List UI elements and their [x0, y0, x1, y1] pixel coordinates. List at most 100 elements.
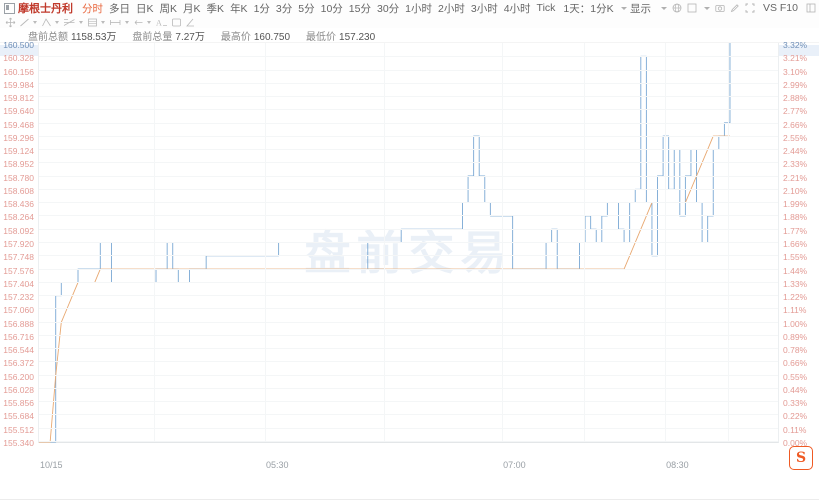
period-button-16[interactable]: 4小时: [503, 2, 531, 15]
x-axis-tick: 05:30: [266, 460, 289, 470]
info-item-0: 盘前总额 1158.53万: [28, 28, 116, 43]
gridline-vertical: [583, 43, 585, 442]
y-axis-right-tick: 3.21%: [783, 53, 808, 64]
y-axis-left-tick: 156.028: [3, 384, 34, 395]
period-button-5[interactable]: 季K: [206, 2, 225, 15]
info-label: 最高价: [220, 31, 251, 43]
gridline-horizontal: [39, 175, 778, 177]
period-button-1[interactable]: 多日: [109, 2, 130, 15]
period-button-11[interactable]: 15分: [348, 2, 371, 15]
plot-area[interactable]: 盘前交易: [38, 43, 779, 443]
y-axis-right-tick: 2.21%: [783, 172, 808, 183]
gridline-horizontal: [39, 162, 778, 164]
period-button-6[interactable]: 年K: [230, 2, 248, 15]
window-icon[interactable]: [4, 2, 15, 14]
gridline-horizontal: [39, 321, 778, 323]
fib-tool-icon[interactable]: [62, 17, 77, 28]
y-axis-right-tick: 0.00%: [783, 438, 808, 448]
gridline-horizontal: [39, 387, 778, 389]
gridline-vertical: [265, 43, 266, 442]
gridline-horizontal: [39, 348, 778, 350]
gridline-horizontal: [39, 122, 778, 124]
info-value: 1158.53万: [71, 31, 117, 43]
pencil-icon[interactable]: [730, 3, 740, 13]
y-axis-right-tick: 3.32%: [783, 40, 808, 50]
y-axis-right-tick: 2.77%: [783, 106, 808, 117]
shape-tool-icon[interactable]: [40, 17, 53, 28]
info-label: 盘前总额: [28, 31, 68, 43]
period-button-12[interactable]: 30分: [376, 2, 400, 15]
info-item-2: 最高价 160.750: [221, 28, 290, 43]
y-axis-right-tick: 1.66%: [783, 239, 808, 249]
period-button-15[interactable]: 3小时: [470, 2, 498, 15]
gridline-horizontal: [39, 96, 778, 98]
gridline-horizontal: [39, 441, 778, 442]
y-axis-right-tick: 0.66%: [783, 358, 808, 369]
range-selector-label: 1天：1分K: [563, 2, 614, 15]
period-toolbar: 摩根士丹利 分时 多日 日K 周K 月K 季K 年K 1分 3分 5分 10分 15分 30分 1小时 2小…: [0, 0, 819, 17]
chevron-down-icon[interactable]: [125, 20, 129, 24]
layout-grid-icon[interactable]: [687, 3, 697, 13]
y-axis-left-tick: 157.232: [3, 292, 34, 303]
chevron-down-icon[interactable]: [660, 6, 667, 10]
panel-icon[interactable]: [806, 3, 816, 13]
display-menu-label[interactable]: 显示: [629, 2, 651, 15]
angle-tool-icon[interactable]: [184, 17, 197, 28]
range-selector[interactable]: 1天：1分K: [560, 1, 627, 16]
y-axis-left-tick: 156.544: [3, 345, 34, 356]
chevron-down-icon[interactable]: [147, 20, 151, 24]
y-axis-right-tick: 1.88%: [783, 212, 808, 223]
period-button-4[interactable]: 月K: [183, 2, 201, 15]
info-value: 160.750: [253, 31, 291, 43]
y-axis-left-tick: 158.264: [3, 212, 34, 223]
y-axis-right-tick: 2.99%: [783, 79, 808, 90]
gridline-horizontal: [39, 135, 778, 137]
move-tool-icon[interactable]: [4, 17, 17, 28]
y-axis-left-tick: 159.296: [3, 132, 34, 143]
y-axis-left-tick: 160.328: [3, 53, 34, 64]
stock-name-label[interactable]: 摩根士丹利: [18, 3, 73, 15]
period-button-0[interactable]: 分时: [82, 2, 103, 15]
measure-tool-icon[interactable]: [108, 17, 123, 28]
period-button-3[interactable]: 周K: [159, 2, 178, 15]
period-button-8[interactable]: 3分: [275, 2, 293, 15]
globe-icon[interactable]: [672, 3, 682, 13]
chevron-down-icon[interactable]: [703, 6, 710, 10]
period-button-9[interactable]: 5分: [298, 2, 315, 15]
gridline-vertical: [502, 43, 504, 442]
y-axis-right-tick: 2.66%: [783, 119, 808, 130]
chevron-down-icon: [620, 6, 627, 10]
trendline-tool-icon[interactable]: [18, 17, 31, 28]
gann-tool-icon[interactable]: [86, 17, 99, 28]
y-axis-left-tick: 157.404: [3, 278, 34, 289]
period-button-7[interactable]: 1分: [253, 2, 270, 15]
y-axis-left-tick: 158.436: [3, 199, 34, 210]
chevron-down-icon[interactable]: [33, 20, 37, 24]
y-axis-left-tick: 159.468: [3, 119, 34, 130]
period-button-2[interactable]: 日K: [136, 2, 154, 15]
chart-container[interactable]: 盘前交易 160.500 160.328 160.156 159.984 159.812…: [0, 40, 819, 478]
gridline-horizontal: [39, 427, 778, 429]
vs-f10-label[interactable]: VS F10: [762, 2, 798, 14]
gridline-horizontal: [39, 228, 778, 230]
y-axis-left-tick: 158.780: [3, 172, 34, 183]
y-axis-left-tick: 157.060: [3, 305, 34, 316]
note-tool-icon[interactable]: [170, 17, 183, 28]
text-tool-icon[interactable]: A: [154, 17, 169, 28]
chevron-down-icon[interactable]: [79, 20, 83, 24]
gridline-horizontal: [39, 242, 778, 243]
period-button-17[interactable]: Tick: [536, 2, 556, 14]
y-axis-right-tick: 1.99%: [783, 199, 808, 210]
gridline-horizontal: [39, 334, 778, 336]
chevron-down-icon[interactable]: [55, 20, 59, 24]
camera-icon[interactable]: [715, 3, 725, 13]
gridline-horizontal: [39, 308, 778, 310]
period-button-13[interactable]: 1小时: [405, 2, 433, 15]
period-button-10[interactable]: 10分: [320, 2, 343, 15]
chevron-down-icon[interactable]: [101, 20, 105, 24]
period-button-14[interactable]: 2小时: [438, 2, 465, 15]
y-axis-left-tick: 156.200: [3, 371, 34, 382]
arrow-tool-icon[interactable]: [132, 17, 145, 28]
fullscreen-expand-icon[interactable]: [745, 3, 755, 13]
